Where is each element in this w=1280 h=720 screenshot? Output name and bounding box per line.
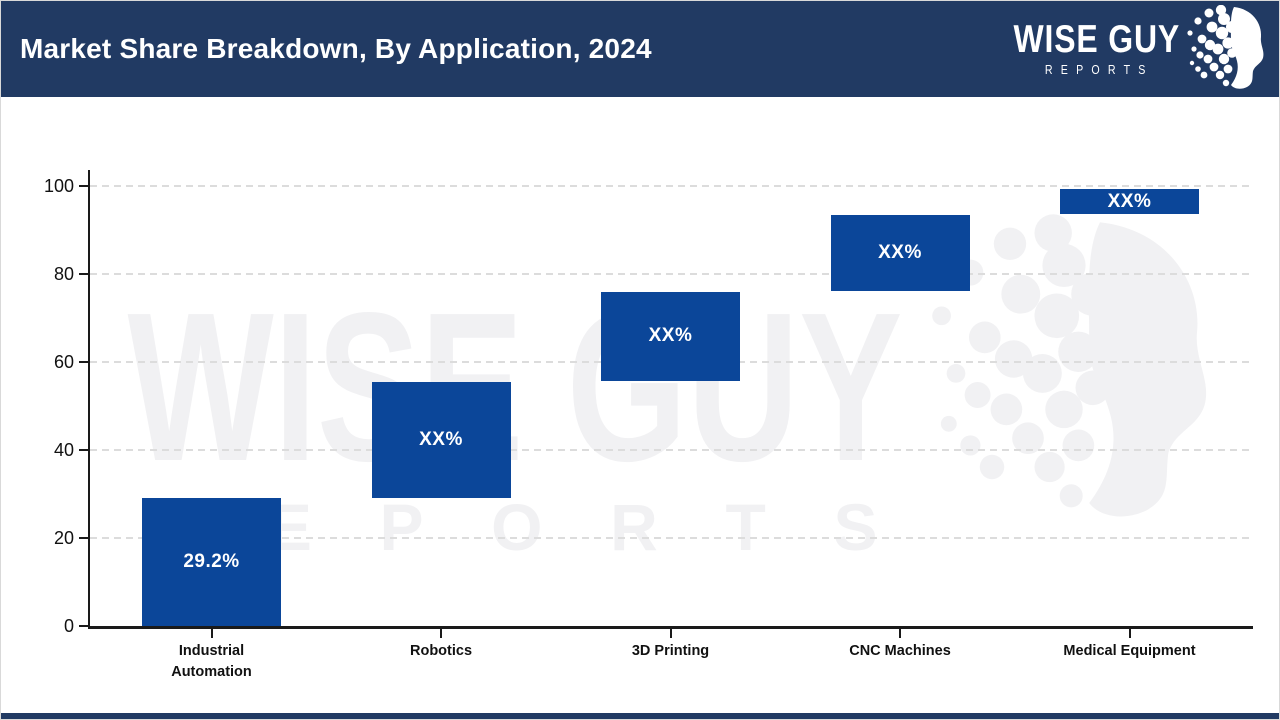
y-tick-mark (79, 361, 88, 363)
bar-value-label: XX% (1107, 190, 1152, 212)
bar-value-label: XX% (878, 241, 922, 263)
brand-subtitle: REPORTS (1044, 62, 1154, 77)
x-category-label: Medical Equipment (1063, 643, 1196, 659)
bar-robotics: XX% (371, 381, 511, 498)
y-tick-label: 60 (53, 352, 74, 372)
bar-value-label: XX% (648, 325, 693, 347)
x-category-label: Industrial Automation (171, 643, 252, 680)
bar-value-label: 29.2% (183, 550, 240, 572)
y-tick-mark (79, 537, 88, 539)
y-tick-label: 20 (53, 528, 74, 548)
x-tick-mark (669, 629, 672, 638)
y-tick-label: 100 (43, 176, 74, 196)
page-title: Market Share Breakdown, By Application, … (20, 32, 652, 64)
x-tick-mark (899, 629, 901, 638)
page-header: Market Share Breakdown, By Application, … (0, 0, 1280, 97)
y-tick-label: 40 (53, 440, 74, 460)
x-tick-mark (1128, 629, 1131, 638)
x-category-label: CNC Machines (849, 643, 951, 659)
gridline (90, 185, 1252, 187)
x-tick-mark (440, 629, 442, 638)
footer-bar (0, 713, 1280, 720)
brand-logo: WISE GUY REPORTS (977, 4, 1280, 93)
y-tick-mark (79, 449, 88, 451)
brand-wordmark: WISE GUY REPORTS (1013, 18, 1180, 78)
y-axis (88, 170, 90, 629)
watermark-face-icon (932, 214, 1207, 517)
watermark-brand-text: WISE GUY (128, 268, 903, 505)
gridline (90, 273, 1252, 275)
bar-cnc-machines: XX% (830, 215, 970, 291)
y-tick-mark (79, 625, 88, 627)
x-tick-mark (210, 629, 213, 638)
y-tick-label: 0 (63, 616, 74, 636)
y-tick-mark (79, 185, 88, 187)
bar-value-label: XX% (419, 428, 463, 450)
x-category-label: 3D Printing (631, 643, 710, 659)
y-tick-label: 80 (53, 264, 74, 284)
bar-3d-printing: XX% (601, 292, 740, 381)
y-tick-mark (79, 273, 88, 275)
gridline (90, 449, 1252, 451)
brand-name: WISE GUY (1013, 18, 1180, 61)
x-axis (88, 626, 1253, 629)
bar-industrial-automation: 29.2% (142, 497, 281, 626)
bar-medical-equipment: XX% (1060, 189, 1199, 215)
x-category-label: Robotics (409, 643, 473, 659)
face-dots-icon (1187, 4, 1264, 89)
gridline (90, 537, 1252, 539)
